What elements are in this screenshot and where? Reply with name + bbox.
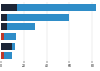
Bar <box>1 23 7 30</box>
Bar <box>1 4 17 11</box>
Bar <box>4 52 12 59</box>
Bar <box>7 14 69 21</box>
Bar <box>7 23 35 30</box>
Bar <box>1 33 4 40</box>
Bar <box>4 33 16 40</box>
Bar <box>1 52 4 59</box>
Bar <box>1 43 12 50</box>
Bar <box>1 14 7 21</box>
Bar <box>17 4 96 11</box>
Bar <box>12 43 15 50</box>
